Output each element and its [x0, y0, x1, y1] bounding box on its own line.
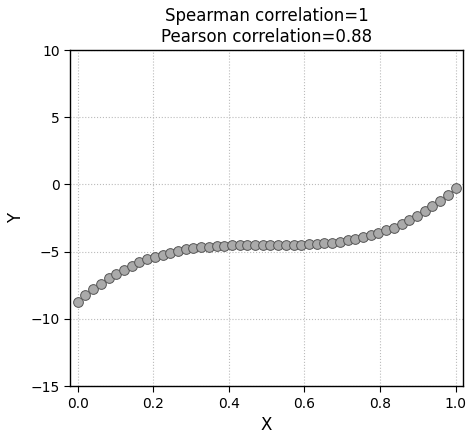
Point [228, 242, 236, 249]
Point [159, 251, 166, 258]
Point [128, 262, 136, 269]
Point [259, 241, 266, 248]
Point [236, 242, 244, 249]
Point [298, 241, 305, 248]
Point [444, 191, 452, 198]
Point [112, 270, 120, 277]
Point [97, 280, 105, 287]
Point [321, 240, 328, 247]
Point [74, 299, 82, 306]
Point [244, 242, 251, 249]
Point [267, 241, 274, 248]
Point [405, 217, 413, 224]
Point [136, 259, 143, 266]
Point [190, 245, 197, 252]
Point [282, 241, 290, 248]
Point [359, 234, 367, 241]
Point [305, 241, 313, 248]
Point [82, 292, 89, 299]
Point [398, 220, 405, 228]
Point [151, 253, 159, 260]
Point [452, 184, 459, 191]
Point [328, 239, 336, 246]
Point [174, 247, 182, 254]
Point [421, 208, 428, 215]
Point [352, 235, 359, 243]
Point [90, 286, 97, 293]
Point [437, 197, 444, 204]
Point [143, 256, 151, 263]
Point [197, 244, 205, 251]
Point [213, 243, 220, 250]
Point [428, 203, 436, 210]
Point [166, 249, 174, 256]
Point [251, 241, 259, 248]
Point [290, 241, 297, 248]
Point [313, 240, 320, 247]
Point [367, 232, 374, 239]
Point [344, 237, 351, 244]
X-axis label: X: X [261, 416, 273, 434]
Point [374, 230, 382, 237]
Y-axis label: Y: Y [7, 213, 25, 223]
Point [390, 224, 398, 231]
Point [413, 213, 421, 220]
Point [120, 266, 128, 273]
Title: Spearman correlation=1
Pearson correlation=0.88: Spearman correlation=1 Pearson correlati… [161, 7, 372, 46]
Point [274, 241, 282, 248]
Point [220, 242, 228, 249]
Point [182, 246, 190, 253]
Point [383, 227, 390, 234]
Point [105, 275, 112, 282]
Point [336, 238, 344, 245]
Point [205, 243, 213, 250]
